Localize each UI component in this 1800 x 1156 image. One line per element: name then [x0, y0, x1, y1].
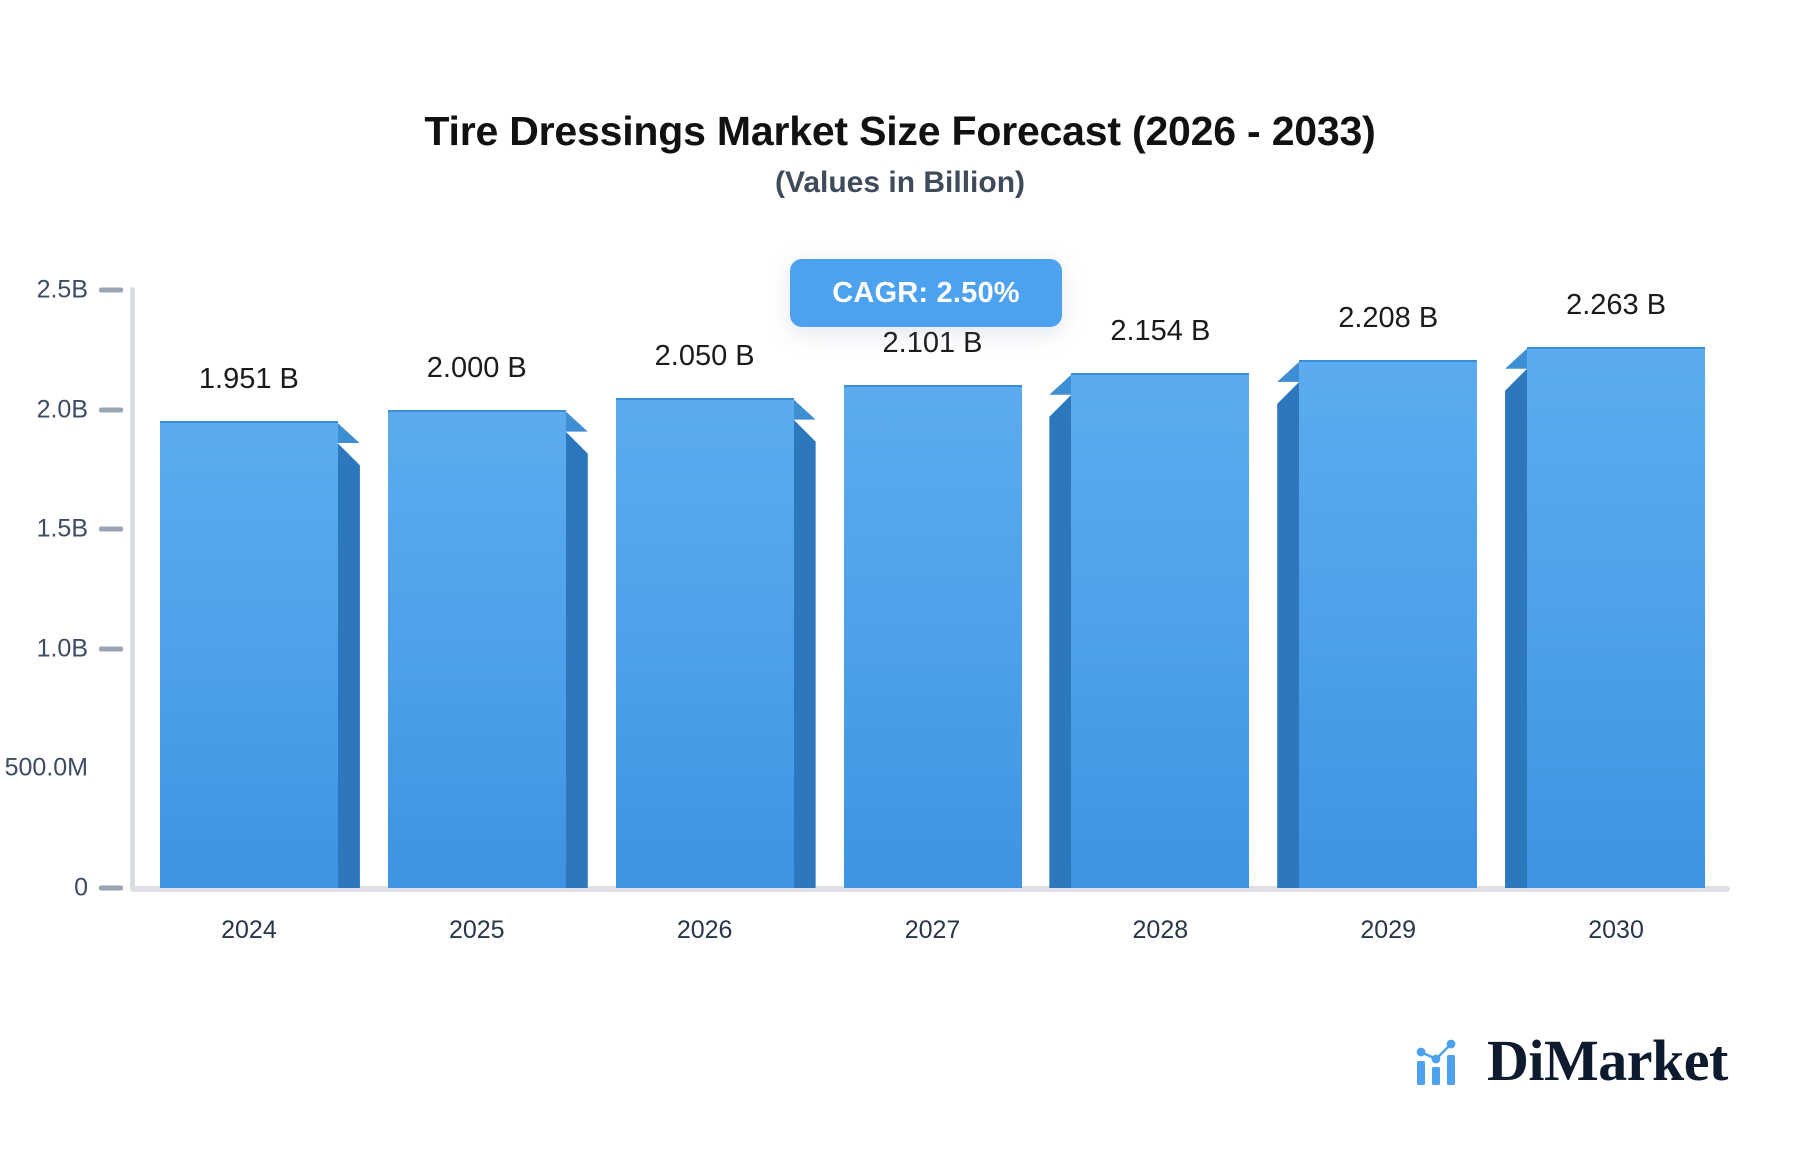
bar-value-label-2030: 2.263 B: [1566, 288, 1667, 321]
bar-top-face: [1277, 359, 1302, 382]
bar-value-label-2028: 2.154 B: [1110, 314, 1211, 347]
bar-top-face: [791, 397, 816, 420]
logo-text: DiMarket: [1487, 1028, 1728, 1093]
y-axis-tick-mark: [99, 885, 123, 891]
bar-value-label-2024: 1.951 B: [198, 363, 299, 396]
bar-top-face: [563, 409, 588, 432]
bar-top-face: [335, 421, 360, 444]
bar-value-label-2026: 2.050 B: [654, 339, 755, 372]
x-axis-label-2030: 2030: [1588, 916, 1644, 944]
chart-title: Tire Dressings Market Size Forecast (202…: [424, 108, 1376, 154]
y-axis-label: 1.5B: [36, 514, 88, 543]
bar-2029[interactable]: [1277, 359, 1478, 888]
bar-side-face: [793, 419, 816, 888]
bar-front-face: [843, 385, 1022, 888]
bar-2026[interactable]: [615, 397, 816, 888]
bar-front-face: [1527, 346, 1706, 888]
y-axis-tick-mark: [99, 526, 123, 532]
bar-front-face: [615, 397, 794, 888]
bar-side-face: [565, 431, 588, 888]
bar-value-label-2025: 2.000 B: [426, 351, 527, 384]
bar-2027[interactable]: [843, 385, 1022, 888]
bar-top-face: [1505, 346, 1530, 369]
x-axis-label-2026: 2026: [676, 916, 733, 944]
bar-side-face: [1505, 368, 1528, 888]
y-axis-tick-mark: [99, 646, 123, 652]
y-axis-label: 0: [74, 873, 88, 902]
x-axis-label-2024: 2024: [221, 916, 277, 944]
y-axis-label: 1.0B: [36, 634, 88, 663]
y-axis-label: 500.0M: [4, 753, 88, 782]
bar-value-label-2027: 2.101 B: [882, 327, 983, 360]
bar-front-face: [1299, 359, 1478, 888]
bar-value-label-2029: 2.208 B: [1338, 301, 1439, 334]
y-axis-label: 2.5B: [36, 275, 88, 304]
chart-subtitle: (Values in Billion): [774, 166, 1026, 199]
x-axis-label-2028: 2028: [1132, 916, 1189, 944]
x-axis-label-2025: 2025: [448, 916, 505, 944]
bar-2024[interactable]: [159, 421, 360, 888]
bar-2025[interactable]: [387, 409, 588, 888]
dimarket-logo: DiMarket: [1415, 1032, 1728, 1090]
bar-2030[interactable]: [1505, 346, 1706, 888]
y-axis-tick-mark: [99, 407, 123, 413]
y-axis-label: 2.0B: [36, 395, 88, 424]
bar-top-face: [1049, 372, 1074, 395]
bar-front-face: [1071, 372, 1250, 888]
x-axis-line: [130, 886, 1730, 892]
bar-front-face: [387, 409, 566, 888]
bar-side-face: [1277, 381, 1300, 888]
x-axis-label-2029: 2029: [1360, 916, 1417, 944]
y-axis-line: [130, 287, 135, 891]
y-axis-tick-mark: [99, 287, 123, 293]
bar-2028[interactable]: [1049, 372, 1250, 888]
cagr-badge: CAGR: 2.50%: [790, 259, 1062, 327]
x-axis-label-2027: 2027: [904, 916, 961, 944]
bar-front-face: [159, 421, 338, 888]
bar-chart-icon: [1416, 1039, 1456, 1085]
bar-side-face: [337, 443, 360, 888]
bar-side-face: [1049, 394, 1072, 888]
